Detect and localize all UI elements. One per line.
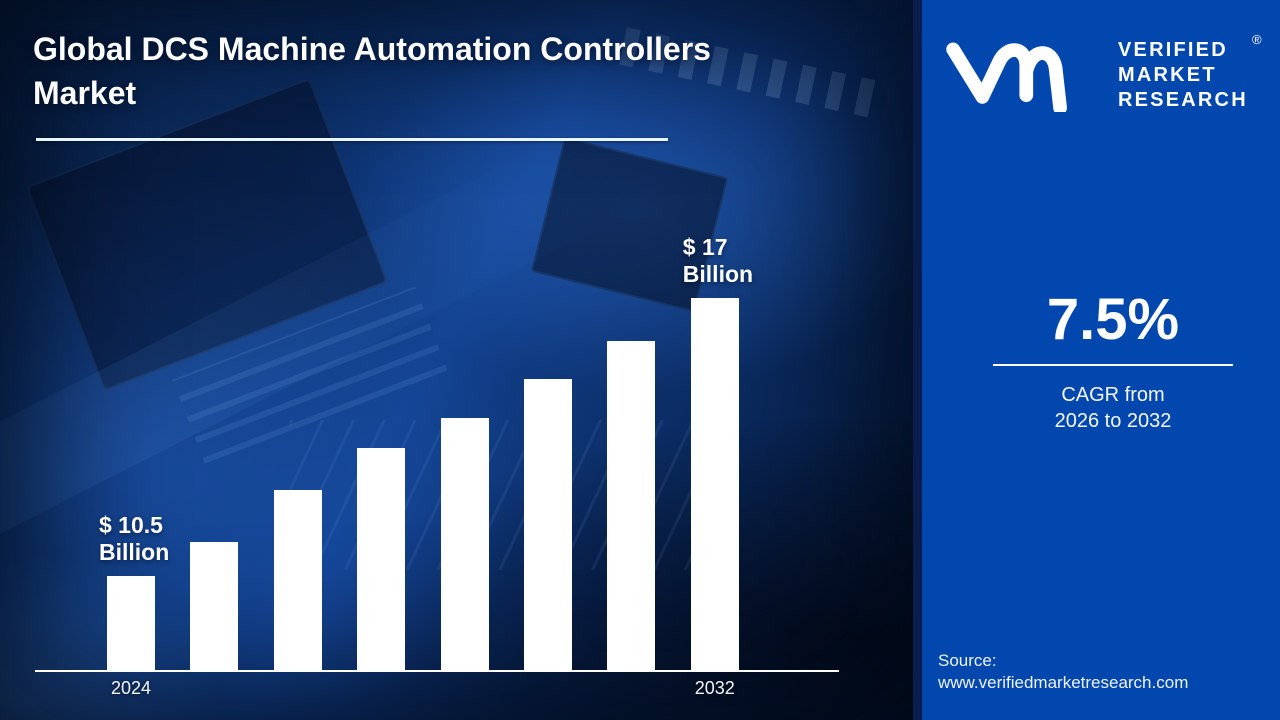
bar-value-label: $ 10.5 Billion — [99, 512, 170, 565]
chart-bar — [607, 341, 656, 670]
x-axis-tick-label: 2024 — [110, 678, 152, 698]
chart-bar — [440, 418, 489, 670]
chart-bar — [273, 490, 322, 670]
chart-bar — [524, 379, 572, 670]
source-label: Source: — [938, 651, 997, 670]
bar-value-label: $ 17 Billion — [682, 234, 754, 287]
right-panel: VERIFIED MARKET RESEARCH ® 7.5% CAGR fro… — [922, 0, 1280, 720]
page-title-line1: Global DCS Machine Automation Controller… — [33, 31, 711, 67]
chart-bar — [357, 448, 406, 670]
cagr-caption-line1: CAGR from — [1061, 384, 1165, 406]
brand-name-line3: RESEARCH — [1118, 89, 1248, 111]
page-title: Global DCS Machine Automation Controller… — [33, 27, 893, 115]
chart-bar — [190, 542, 239, 670]
brand-name: VERIFIED MARKET RESEARCH — [1118, 38, 1248, 113]
brand-name-line1: VERIFIED — [1118, 39, 1228, 61]
left-panel: Global DCS Machine Automation Controller… — [0, 0, 913, 720]
page-title-line2: Market — [33, 75, 137, 111]
bar-chart: $ 10.5 Billion $ 17 Billion 2024 2032 — [35, 234, 839, 698]
cagr-caption: CAGR from 2026 to 2032 — [946, 382, 1280, 434]
cagr-stat-block: 7.5% CAGR from 2026 to 2032 — [922, 288, 1280, 434]
x-axis-tick-label: 2032 — [694, 678, 735, 698]
brand-logo: VERIFIED MARKET RESEARCH ® — [922, 0, 1280, 130]
cagr-value: 7.5% — [1046, 287, 1180, 352]
cagr-caption-line2: 2026 to 2032 — [1054, 410, 1172, 432]
stat-divider-line — [993, 364, 1233, 366]
brand-name-line2: MARKET — [1118, 64, 1217, 86]
chart-bar — [107, 576, 155, 670]
chart-bar — [690, 298, 739, 670]
vmr-logo-icon — [946, 42, 1067, 112]
source-block: Source: www.verifiedmarketresearch.com — [938, 650, 1188, 694]
panel-divider — [913, 0, 922, 720]
title-underline-line — [36, 138, 668, 141]
source-url: www.verifiedmarketresearch.com — [938, 673, 1189, 692]
registered-trademark-icon: ® — [1252, 32, 1262, 47]
x-axis-line — [35, 670, 839, 672]
